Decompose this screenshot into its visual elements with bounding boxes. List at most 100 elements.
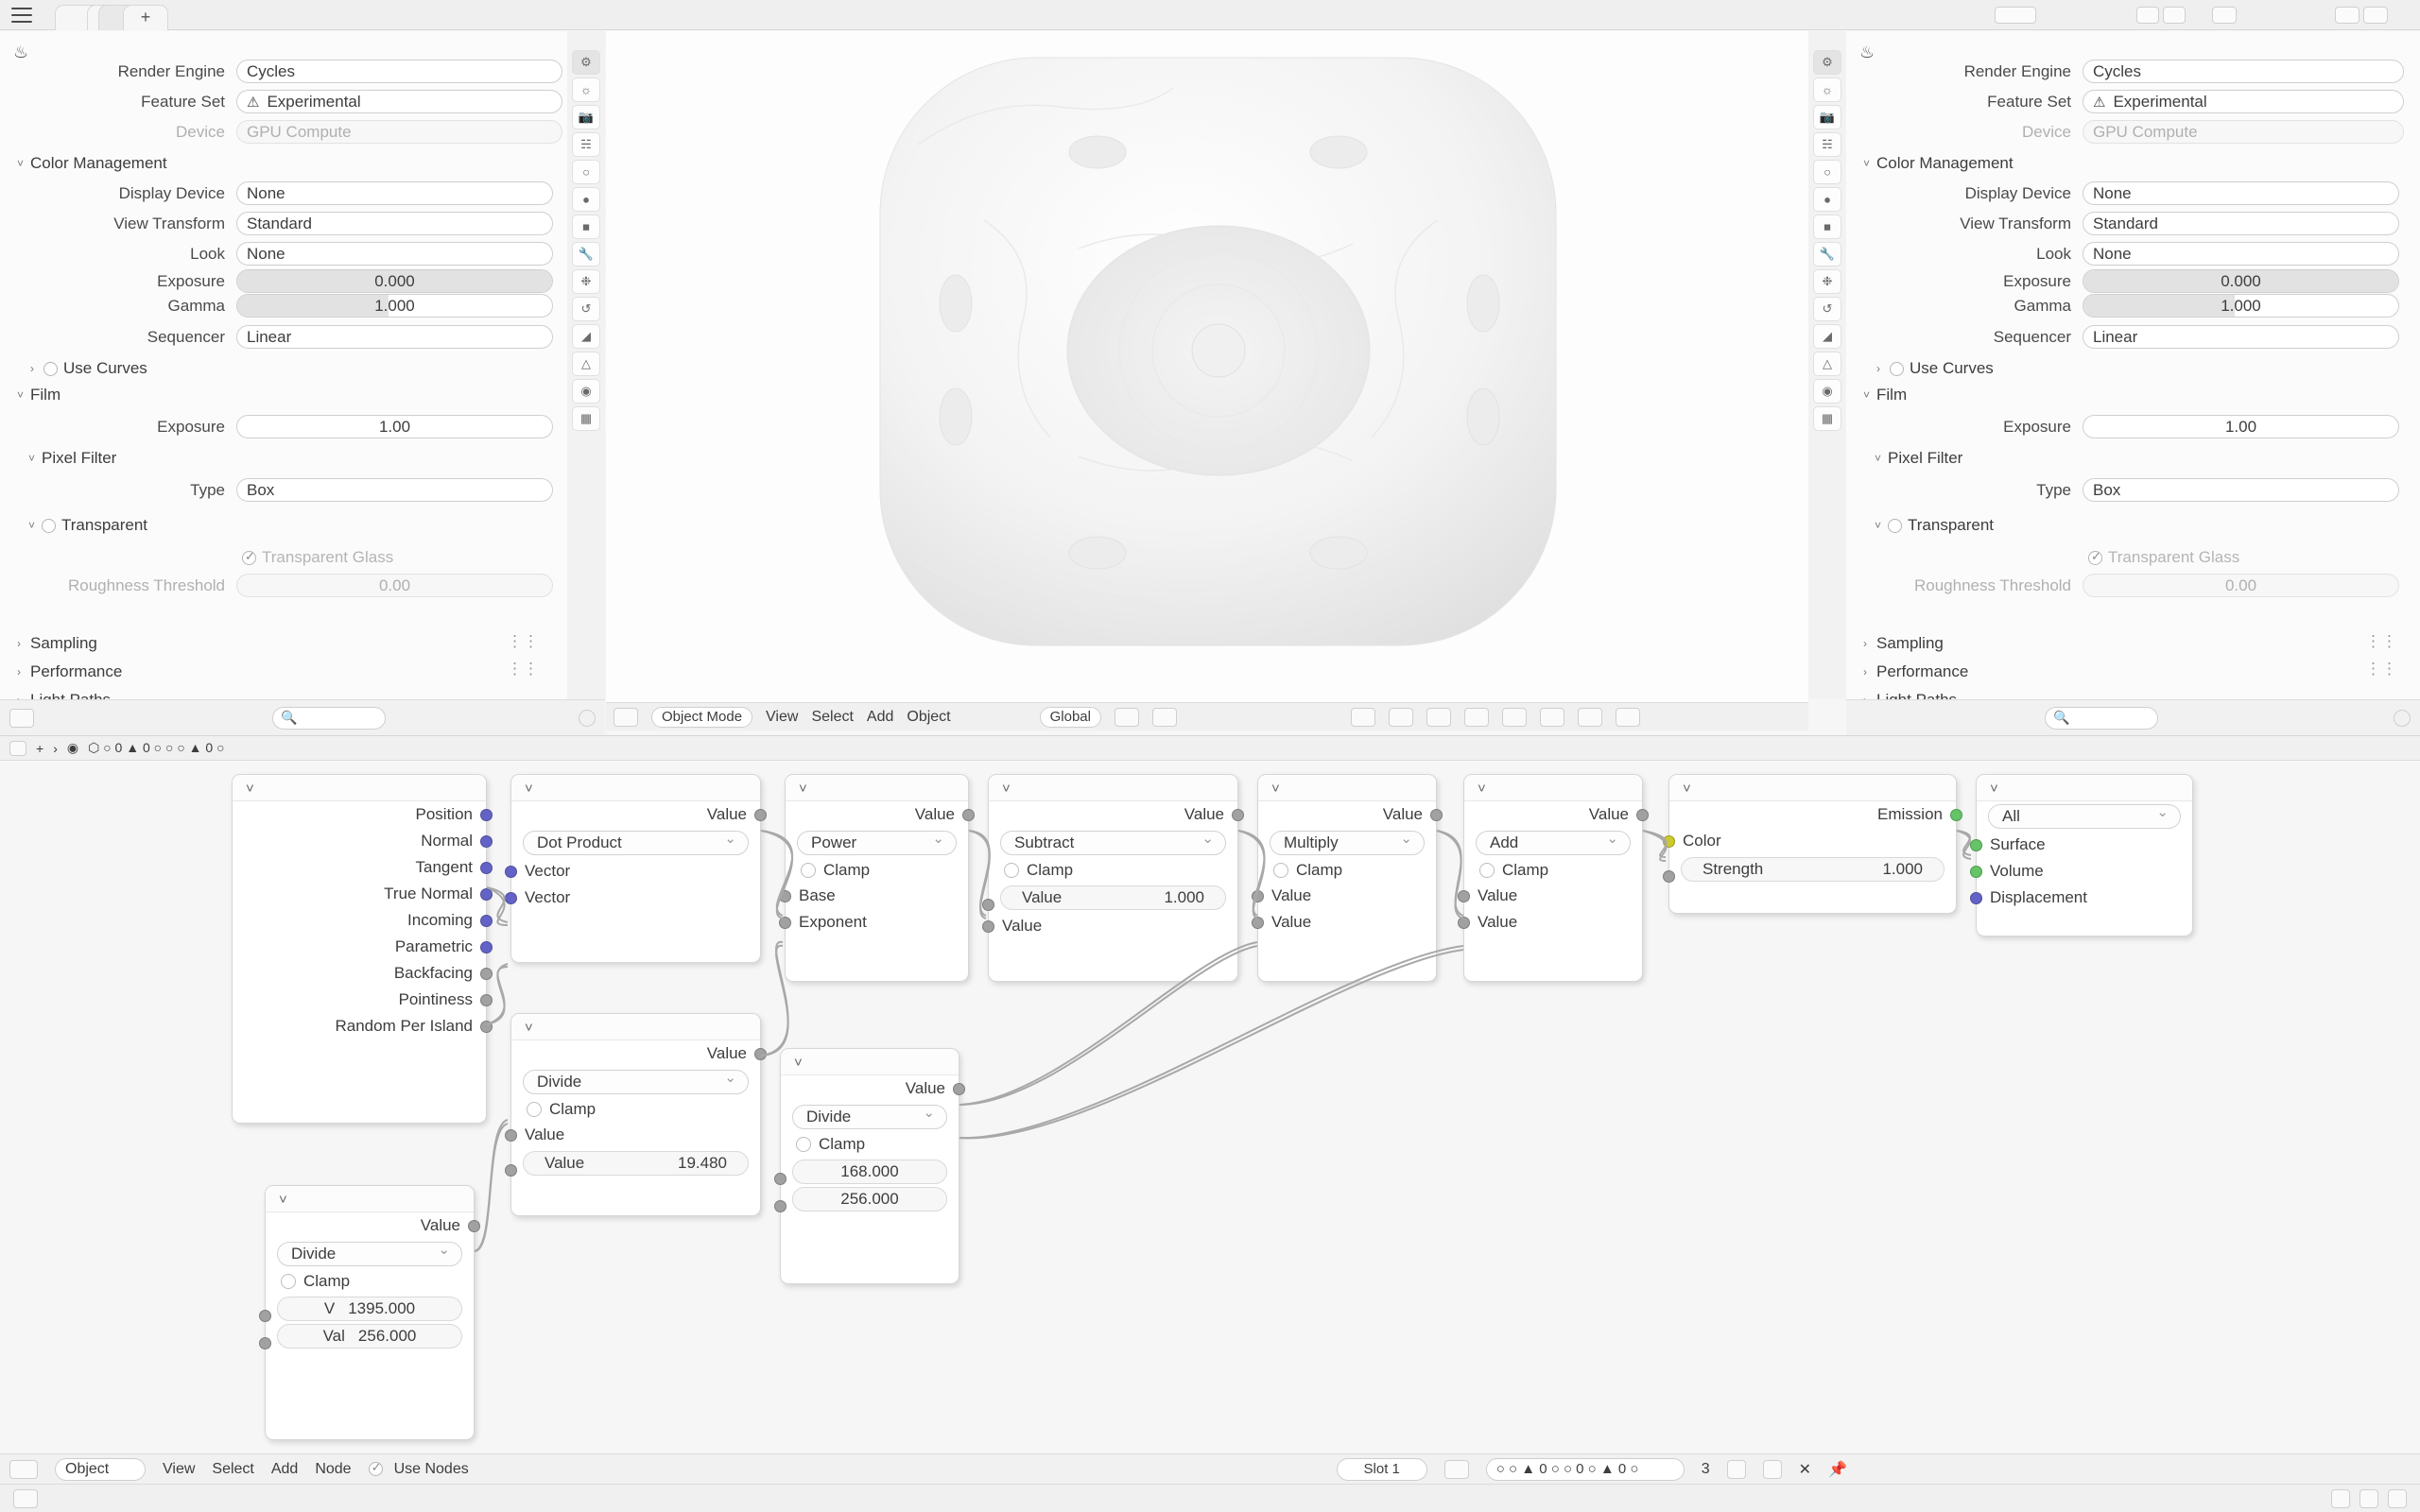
- chevron-down-icon[interactable]: ˅: [1990, 781, 1998, 797]
- transparent-glass-checkbox-right[interactable]: [2088, 549, 2102, 565]
- node-header-geometry[interactable]: ˅: [233, 775, 486, 801]
- socket-value-a[interactable]: [1252, 889, 1264, 902]
- node-header-math-power[interactable]: ˅: [786, 775, 968, 801]
- vector-math-input-vector-1[interactable]: Vector: [505, 858, 760, 885]
- gamma-slider[interactable]: 1.000: [236, 294, 553, 318]
- math-divide-19480-input-value[interactable]: Value: [505, 1122, 760, 1148]
- tab-world[interactable]: ●: [572, 187, 600, 212]
- socket-value-out[interactable]: [962, 808, 975, 821]
- math-divide-1395-clamp-row[interactable]: Clamp: [266, 1269, 474, 1294]
- tab-constraints[interactable]: ◢: [572, 324, 600, 349]
- tab-modifiers-right[interactable]: 🔧: [1813, 242, 1841, 266]
- math-divide-168-value-b[interactable]: 256.000: [792, 1187, 947, 1211]
- gamma-slider-right[interactable]: 1.000: [2083, 294, 2399, 318]
- tab-data-right[interactable]: △: [1813, 352, 1841, 376]
- socket-value-out[interactable]: [1430, 808, 1443, 821]
- exposure-slider[interactable]: 0.000: [236, 269, 553, 293]
- chevron-down-icon[interactable]: ˅: [1002, 781, 1011, 797]
- shader-node-editor[interactable]: + › ◉ ⬡ ○ 0 ▲ 0 ○ ○ ○ ▲ 0 ○ ˅ Position N…: [0, 735, 2420, 1482]
- film-exposure-field[interactable]: 1.00: [236, 415, 553, 438]
- section-transparent[interactable]: ˅ Transparent: [28, 515, 567, 536]
- socket-strength[interactable]: [1663, 870, 1675, 883]
- chevron-down-icon[interactable]: ˅: [246, 781, 254, 797]
- math-divide-168-value-a[interactable]: 168.000: [792, 1160, 947, 1184]
- use-nodes-toggle[interactable]: Use Nodes: [368, 1460, 469, 1478]
- use-nodes-checkbox[interactable]: [368, 1460, 383, 1476]
- properties-search-input[interactable]: 🔍: [272, 706, 386, 730]
- geometry-output-random-per-island[interactable]: Random Per Island: [233, 1013, 493, 1040]
- math-power-input-base[interactable]: Base: [779, 883, 968, 909]
- socket-value-a[interactable]: [982, 899, 994, 911]
- emission-output[interactable]: Emission: [1669, 801, 1962, 828]
- tab-world-right[interactable]: ●: [1813, 187, 1841, 212]
- math-subtract-clamp-row[interactable]: Clamp: [989, 858, 1237, 883]
- tab-render-right[interactable]: ☼: [1813, 77, 1841, 102]
- add-workspace-button[interactable]: +: [123, 5, 168, 30]
- material-users-count[interactable]: 3: [1701, 1460, 1710, 1477]
- clamp-checkbox[interactable]: [801, 863, 816, 878]
- math-subtract-output[interactable]: Value: [989, 801, 1244, 828]
- geometry-output-normal[interactable]: Normal: [233, 828, 493, 854]
- socket-value-out[interactable]: [754, 808, 767, 821]
- transform-orientation-dropdown[interactable]: Global: [1039, 706, 1101, 728]
- node-menu-node[interactable]: Node: [315, 1460, 352, 1477]
- socket-volume[interactable]: [1970, 865, 1982, 878]
- use-curves-row[interactable]: › Use Curves: [30, 358, 567, 379]
- chevron-down-icon[interactable]: ˅: [279, 1192, 287, 1208]
- chevron-down-icon[interactable]: ˅: [1271, 781, 1280, 797]
- proportional-edit-icon[interactable]: [1151, 707, 1177, 727]
- tab-physics-right[interactable]: ↺: [1813, 297, 1841, 321]
- clamp-checkbox[interactable]: [1479, 863, 1495, 878]
- tab-view-layer-right[interactable]: ☵: [1813, 132, 1841, 157]
- socket-displacement[interactable]: [1970, 891, 1982, 904]
- socket-base[interactable]: [779, 889, 791, 902]
- render-engine-dropdown[interactable]: Cycles: [236, 60, 562, 83]
- viewport-menu-view[interactable]: View: [766, 708, 799, 725]
- geometry-output-incoming[interactable]: Incoming: [233, 907, 493, 934]
- node-vector-math-dot-product[interactable]: ˅ Value Dot Product Vector Vector: [505, 774, 767, 963]
- socket-tangent[interactable]: [480, 861, 493, 874]
- math-divide-19480-clamp-row[interactable]: Clamp: [511, 1097, 760, 1122]
- socket-exponent[interactable]: [779, 916, 791, 929]
- show-overlays-icon[interactable]: [1388, 707, 1413, 727]
- math-divide-168-operation-dropdown[interactable]: Divide: [792, 1104, 947, 1129]
- tab-modifiers[interactable]: 🔧: [572, 242, 600, 266]
- tab-constraints-right[interactable]: ◢: [1813, 324, 1841, 349]
- 3d-viewport[interactable]: Object Mode View Select Add Object Globa…: [606, 31, 1808, 730]
- socket-color[interactable]: [1663, 834, 1675, 848]
- socket-value-out[interactable]: [1232, 808, 1244, 821]
- transparent-glass-row[interactable]: Transparent Glass: [242, 547, 567, 568]
- viewport-menu-add[interactable]: Add: [866, 708, 894, 725]
- socket-vector-a[interactable]: [505, 865, 517, 878]
- material-name-field[interactable]: ○ ○ ▲ 0 ○ ○ 0 ○ ▲ 0 ○: [1485, 1457, 1685, 1481]
- socket-value-b[interactable]: [259, 1337, 271, 1349]
- pin-icon[interactable]: 📌: [1828, 1461, 1847, 1478]
- vector-math-output[interactable]: Value: [511, 801, 767, 828]
- section-sampling-right[interactable]: › Sampling: [1863, 633, 2420, 654]
- filter-type-dropdown-right[interactable]: Box: [2083, 478, 2399, 502]
- math-subtract-input-value[interactable]: Value: [982, 913, 1237, 939]
- math-multiply-operation-dropdown[interactable]: Multiply: [1270, 830, 1425, 855]
- math-subtract-operation-dropdown[interactable]: Subtract: [1000, 830, 1226, 855]
- socket-value-a[interactable]: [1458, 889, 1470, 902]
- math-divide-1395-value-a[interactable]: V 1395.000: [277, 1297, 462, 1321]
- viewlayer-remove-icon[interactable]: [2363, 7, 2388, 24]
- tab-tool[interactable]: ⚙: [572, 50, 600, 75]
- properties-search-input-right[interactable]: 🔍: [2045, 706, 2158, 730]
- chevron-down-icon[interactable]: ˅: [525, 781, 533, 797]
- interaction-mode-dropdown[interactable]: Object Mode: [651, 706, 753, 728]
- math-multiply-clamp-row[interactable]: Clamp: [1258, 858, 1436, 883]
- clamp-checkbox[interactable]: [796, 1137, 811, 1152]
- math-divide-19480-value-field[interactable]: Value 19.480: [523, 1151, 749, 1176]
- unlink-material-icon[interactable]: ✕: [1798, 1461, 1812, 1478]
- node-header-math-add[interactable]: ˅: [1464, 775, 1642, 801]
- main-menu-icon[interactable]: [11, 8, 32, 23]
- render-engine-dropdown-right[interactable]: Cycles: [2083, 60, 2404, 83]
- properties-filter-icon[interactable]: [579, 709, 596, 727]
- vector-math-input-vector-2[interactable]: Vector: [505, 885, 760, 911]
- math-divide-1395-output[interactable]: Value: [266, 1212, 480, 1239]
- scene-copy-icon[interactable]: [2163, 7, 2186, 24]
- sequencer-dropdown[interactable]: Linear: [236, 325, 553, 349]
- math-power-clamp-row[interactable]: Clamp: [786, 858, 968, 883]
- section-color-management-right[interactable]: ˅ Color Management: [1863, 153, 2420, 174]
